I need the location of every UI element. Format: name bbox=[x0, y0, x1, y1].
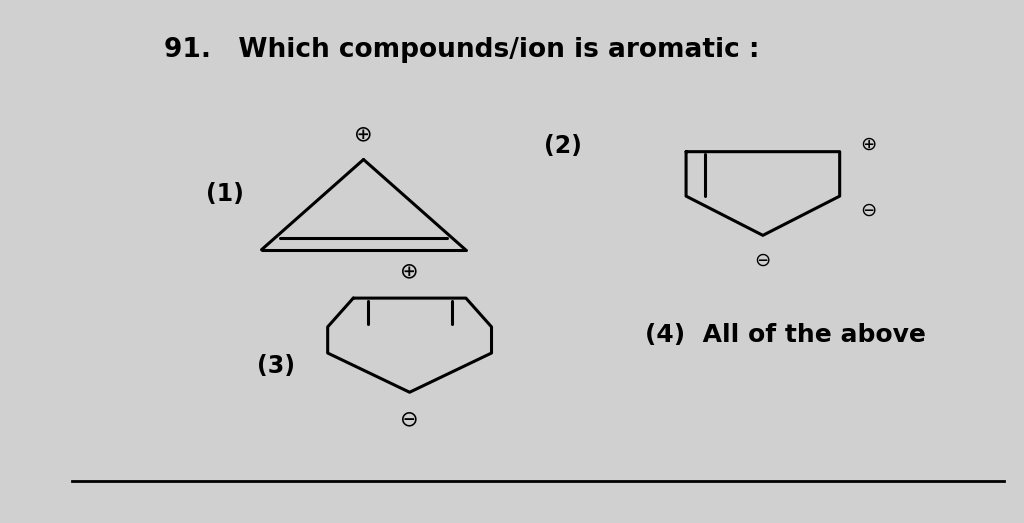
Text: 91.   Which compounds/ion is aromatic :: 91. Which compounds/ion is aromatic : bbox=[164, 37, 760, 63]
Text: ⊕: ⊕ bbox=[860, 134, 877, 153]
Text: ⊖: ⊖ bbox=[860, 201, 877, 220]
Text: ⊕: ⊕ bbox=[354, 124, 373, 144]
Text: (4)  All of the above: (4) All of the above bbox=[645, 323, 926, 347]
Text: (2): (2) bbox=[545, 134, 582, 158]
Text: ⊖: ⊖ bbox=[755, 251, 771, 270]
Text: ⊕: ⊕ bbox=[400, 261, 419, 281]
Text: ⊖: ⊖ bbox=[400, 410, 419, 429]
Text: (1): (1) bbox=[207, 181, 244, 206]
Text: (3): (3) bbox=[257, 354, 296, 378]
